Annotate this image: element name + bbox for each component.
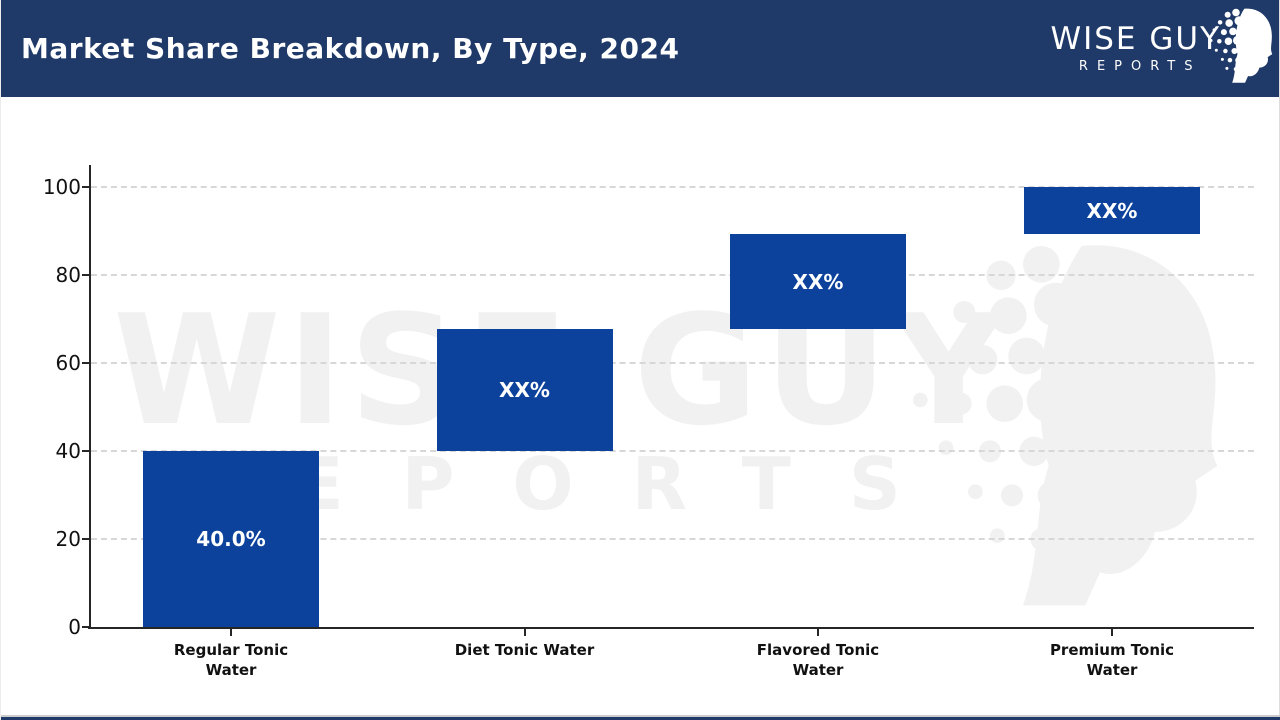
x-axis-tick <box>230 629 232 636</box>
gridline-40 <box>91 450 1254 452</box>
x-axis-label-line: Regular Tonic <box>173 641 289 659</box>
x-axis-label: Diet Tonic Water <box>415 640 635 660</box>
x-axis-label-line: Flavored Tonic <box>756 641 880 659</box>
y-axis-tick <box>82 362 90 364</box>
x-axis-tick <box>1111 629 1113 636</box>
x-axis-tick <box>523 629 526 636</box>
y-axis-spine <box>89 165 91 629</box>
app-header: Market Share Breakdown, By Type, 2024 WI… <box>1 0 1280 97</box>
footer-divider <box>1 715 1280 717</box>
bar-flavored-tonic-water: XX% <box>730 234 906 330</box>
page-title: Market Share Breakdown, By Type, 2024 <box>21 32 680 65</box>
gridline-100 <box>91 186 1254 188</box>
bar-value-label: XX% <box>1086 198 1138 223</box>
gridline-80 <box>91 274 1254 276</box>
y-axis-tick <box>82 274 90 276</box>
y-axis-tick <box>82 626 90 628</box>
x-axis-label: Premium Tonic Water <box>1002 640 1222 680</box>
y-axis-tick-label: 20 <box>55 527 81 551</box>
bar-diet-tonic-water: XX% <box>436 329 613 451</box>
y-axis-tick <box>82 450 90 452</box>
bar-premium-tonic-water: XX% <box>1024 187 1200 235</box>
x-axis-spine <box>88 627 1254 629</box>
y-axis-tick-label: 40 <box>55 439 81 463</box>
y-axis-tick <box>82 186 90 188</box>
y-axis-tick-label: 80 <box>55 263 81 287</box>
x-axis-label-line: Water <box>1086 661 1138 679</box>
x-axis-label-line: Water <box>205 661 257 679</box>
x-axis-label-line: Diet Tonic Water <box>454 641 595 659</box>
x-axis-label: Regular Tonic Water <box>121 640 341 680</box>
bar-value-label: XX% <box>499 378 550 403</box>
x-axis-tick <box>817 629 819 636</box>
y-axis-tick-label: 60 <box>55 351 81 375</box>
x-axis-label-line: Premium Tonic <box>1049 641 1175 659</box>
gridline-60 <box>91 362 1254 364</box>
brand-logo: WISE GUY REPORTS <box>1050 7 1273 91</box>
bar-value-label: XX% <box>792 269 844 294</box>
gridline-20 <box>91 538 1254 540</box>
bar-regular-tonic-water: 40.0% <box>143 451 319 627</box>
bar-value-label: 40.0% <box>196 527 266 551</box>
brand-subtitle: REPORTS <box>1078 59 1202 74</box>
y-axis-tick-label: 0 <box>68 615 81 639</box>
brand-logo-text: WISE GUY REPORTS <box>1050 21 1221 74</box>
x-axis-label-line: Water <box>792 661 844 679</box>
x-axis-label: Flavored Tonic Water <box>708 640 928 680</box>
y-axis-tick-label: 100 <box>42 175 81 199</box>
wiseguy-face-icon <box>1205 5 1273 89</box>
brand-name: WISE GUY <box>1050 21 1221 57</box>
footer-accent-bar <box>1 717 1280 720</box>
y-axis-tick <box>82 538 90 540</box>
